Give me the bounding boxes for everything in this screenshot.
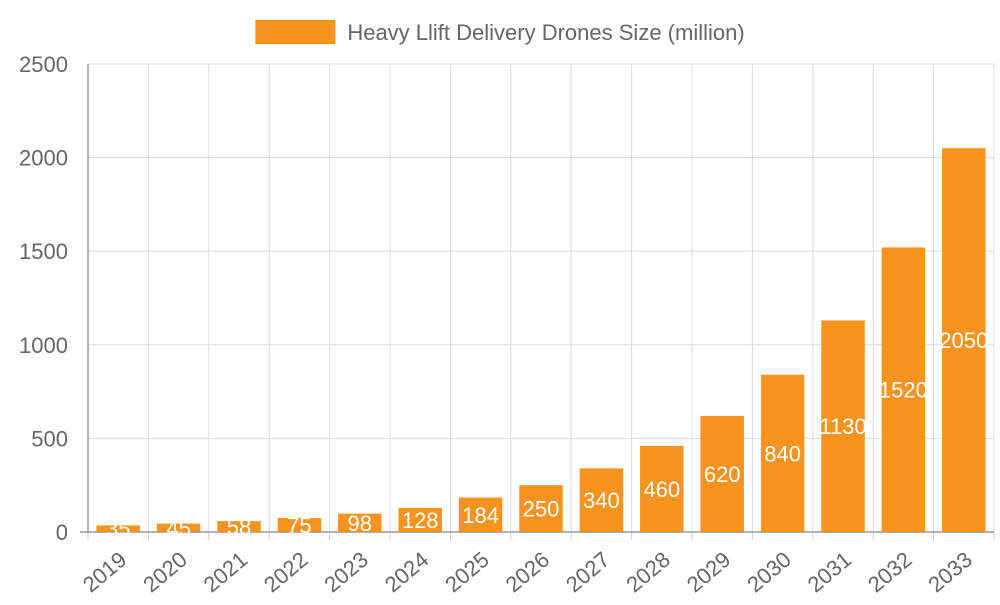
- bar-2026[interactable]: [519, 485, 563, 532]
- data-label-2031: 1130: [819, 414, 866, 439]
- bar-2027[interactable]: [579, 468, 624, 532]
- bar-2030[interactable]: [760, 374, 805, 532]
- x-tick-label-2030: 2030: [742, 547, 796, 598]
- bar-2020[interactable]: [156, 523, 201, 532]
- bar-2029[interactable]: [700, 415, 744, 532]
- data-label-2022: 75: [287, 513, 311, 538]
- x-tick-label-2024: 2024: [380, 547, 434, 598]
- data-label-2027: 340: [583, 488, 620, 513]
- bar-2024[interactable]: [398, 508, 442, 532]
- bar-2025[interactable]: [458, 497, 503, 532]
- grid-lines: [87, 63, 995, 533]
- bar-2032[interactable]: [881, 247, 926, 532]
- data-label-2021: 58: [227, 515, 251, 540]
- x-tick-label-2029: 2029: [682, 547, 736, 598]
- y-tick-label: 500: [31, 426, 68, 451]
- x-tick-label-2033: 2033: [923, 547, 977, 598]
- x-tick-label-2027: 2027: [561, 547, 615, 598]
- x-tick-label-2031: 2031: [803, 547, 857, 598]
- data-label-2026: 250: [523, 497, 560, 522]
- y-tick-label: 1000: [19, 333, 68, 358]
- y-tick-label: 0: [56, 520, 68, 545]
- data-label-2024: 128: [402, 508, 439, 533]
- x-tick-label-2021: 2021: [199, 547, 253, 598]
- bar-2028[interactable]: [640, 445, 684, 532]
- bar-2019[interactable]: [96, 525, 140, 532]
- bar-2031[interactable]: [821, 320, 865, 532]
- data-label-2019: 35: [106, 517, 130, 542]
- y-tick-label: 2000: [19, 146, 68, 171]
- y-tick-label: 1500: [19, 239, 68, 264]
- data-label-2023: 98: [348, 511, 372, 536]
- x-tick-label-2019: 2019: [78, 547, 132, 598]
- x-tick-label-2022: 2022: [259, 547, 313, 598]
- data-label-2032: 1520: [879, 378, 928, 403]
- bar-2022[interactable]: [277, 517, 322, 532]
- data-label-2033: 2050: [939, 328, 988, 353]
- bar-2023[interactable]: [338, 513, 382, 532]
- data-label-2028: 460: [643, 477, 680, 502]
- legend[interactable]: Heavy Llift Delivery Drones Size (millio…: [255, 20, 745, 45]
- data-label-2020: 45: [166, 516, 190, 541]
- data-labels: 35 45 58 75 98 128 184 250 340 460 620 840 1130 1520 2…: [106, 328, 988, 542]
- data-label-2029: 620: [704, 462, 741, 487]
- data-label-2030: 840: [764, 441, 801, 466]
- x-tick-label-2020: 2020: [138, 547, 192, 598]
- x-tick-label-2026: 2026: [501, 547, 555, 598]
- y-tick-label: 2500: [19, 52, 68, 77]
- x-tick-label-2032: 2032: [863, 547, 917, 598]
- legend-label[interactable]: Heavy Llift Delivery Drones Size (millio…: [347, 20, 744, 45]
- x-tick-label-2025: 2025: [440, 547, 494, 598]
- bar-2033[interactable]: [942, 148, 986, 533]
- bar-2021[interactable]: [217, 521, 261, 532]
- x-tick-label-2023: 2023: [319, 547, 373, 598]
- x-tick-label-2028: 2028: [621, 547, 675, 598]
- data-label-2025: 184: [462, 503, 499, 528]
- legend-swatch[interactable]: [255, 20, 336, 44]
- bars: [96, 148, 986, 533]
